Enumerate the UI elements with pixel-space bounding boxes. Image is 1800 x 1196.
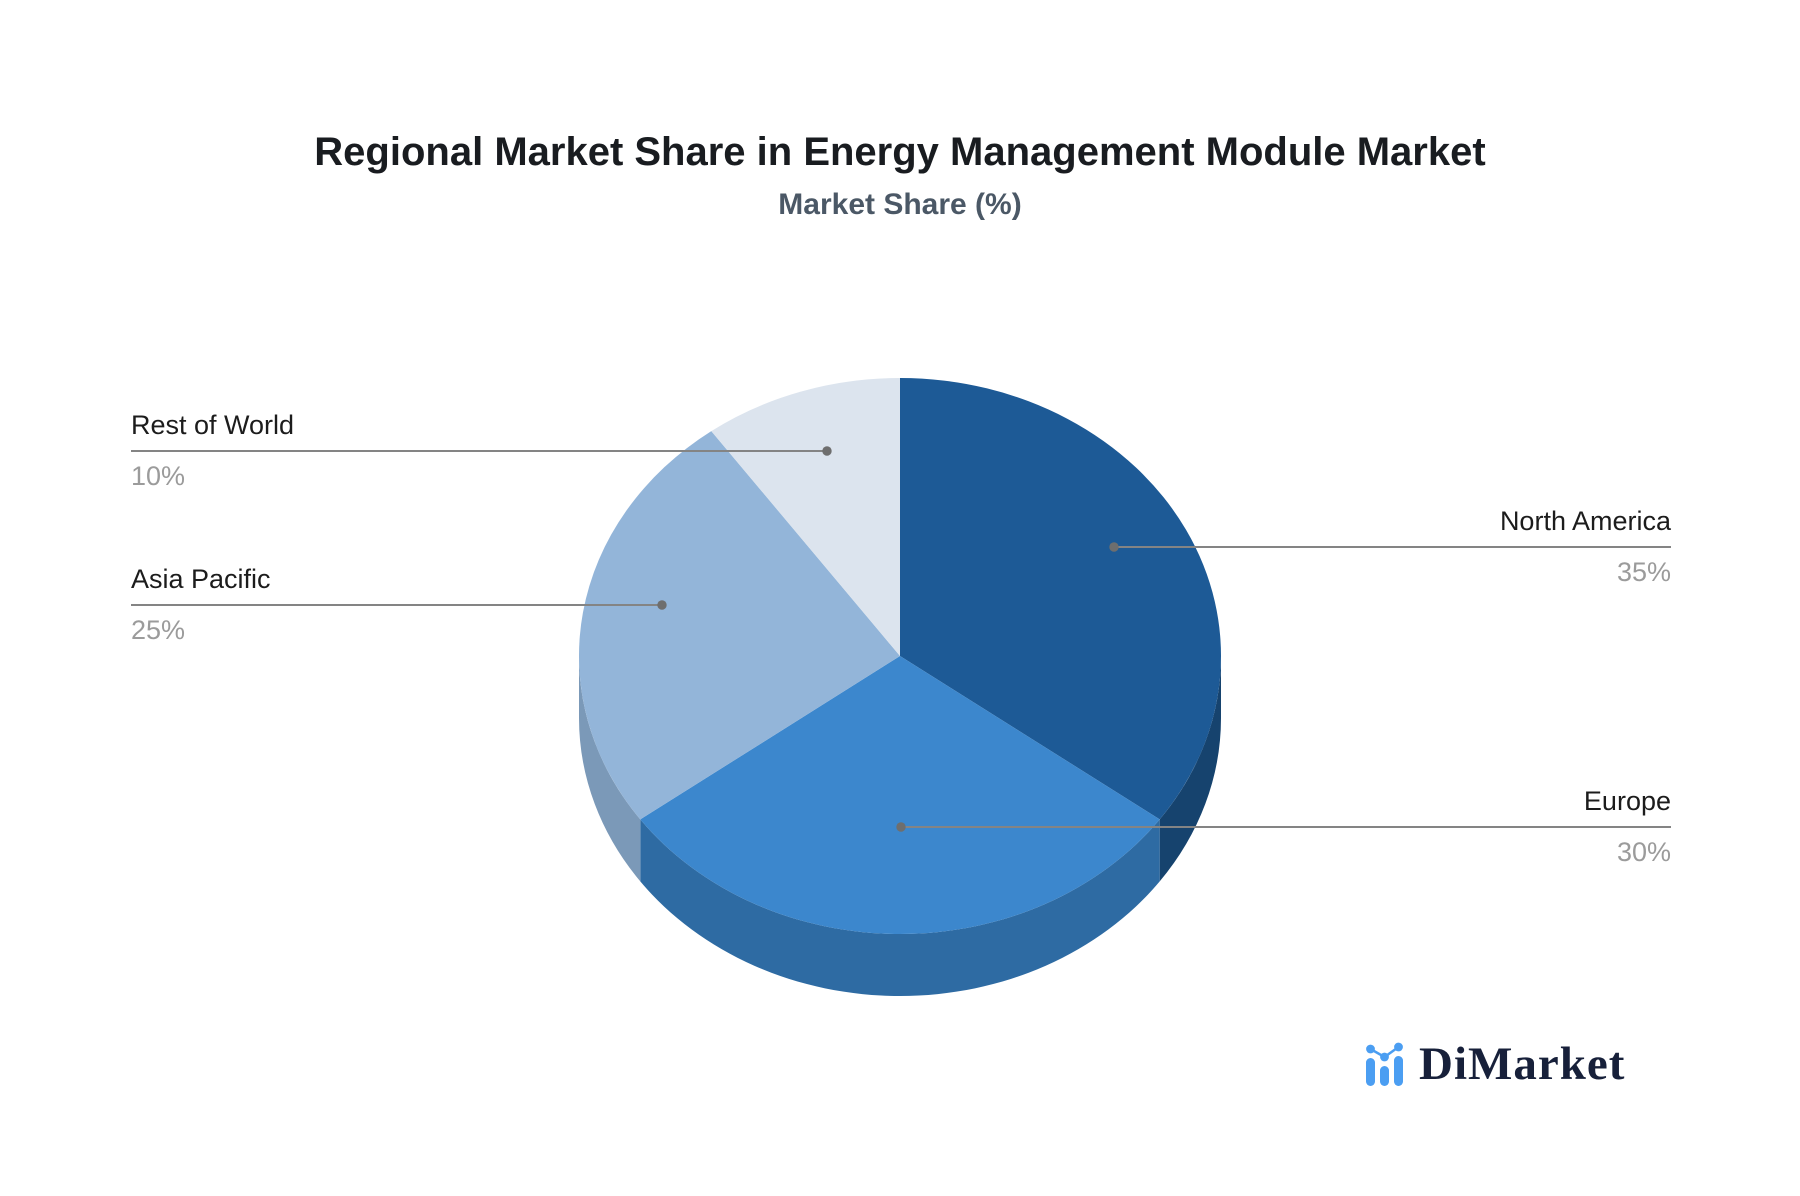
brand-name: DiMarket: [1419, 1038, 1626, 1090]
slice-label-europe: Europe: [1583, 786, 1671, 816]
leader-dot-north-america: [1109, 542, 1119, 552]
slice-pct-europe: 30%: [1616, 837, 1671, 867]
leader-dot-rest-of-world: [822, 446, 832, 456]
pie-slice-side-north-america: [1159, 656, 1221, 882]
dimarket-logo[interactable]: DiMarket: [1364, 1040, 1625, 1088]
pie-slice-asia-pacific[interactable]: [578, 431, 900, 820]
pie-chart: [578, 378, 1222, 997]
pie-slice-north-america[interactable]: [900, 378, 1222, 820]
leader-dot-europe: [896, 822, 906, 832]
bar-line-chart-logo-icon: [1366, 1042, 1403, 1086]
leader-dots: [657, 446, 1119, 832]
page-title: Regional Market Share in Energy Manageme…: [314, 130, 1486, 174]
slice-label-north-america: North America: [1499, 506, 1671, 536]
slice-pct-asia-pacific: 25%: [131, 615, 186, 645]
pie-slice-side-europe: [640, 819, 1160, 997]
pie-slice-rest-of-world[interactable]: [711, 378, 900, 656]
slice-label-rest-of-world: Rest of World: [131, 410, 295, 440]
slice-pct-north-america: 35%: [1616, 557, 1671, 587]
leader-dot-asia-pacific: [657, 600, 667, 610]
pie-slice-europe[interactable]: [640, 656, 1160, 935]
chart-subtitle: Market Share (%): [778, 188, 1022, 221]
pie-slice-side-asia-pacific: [579, 656, 641, 882]
slice-label-asia-pacific: Asia Pacific: [131, 564, 271, 594]
leader-lines: [131, 450, 1671, 828]
slice-pct-rest-of-world: 10%: [131, 461, 186, 491]
